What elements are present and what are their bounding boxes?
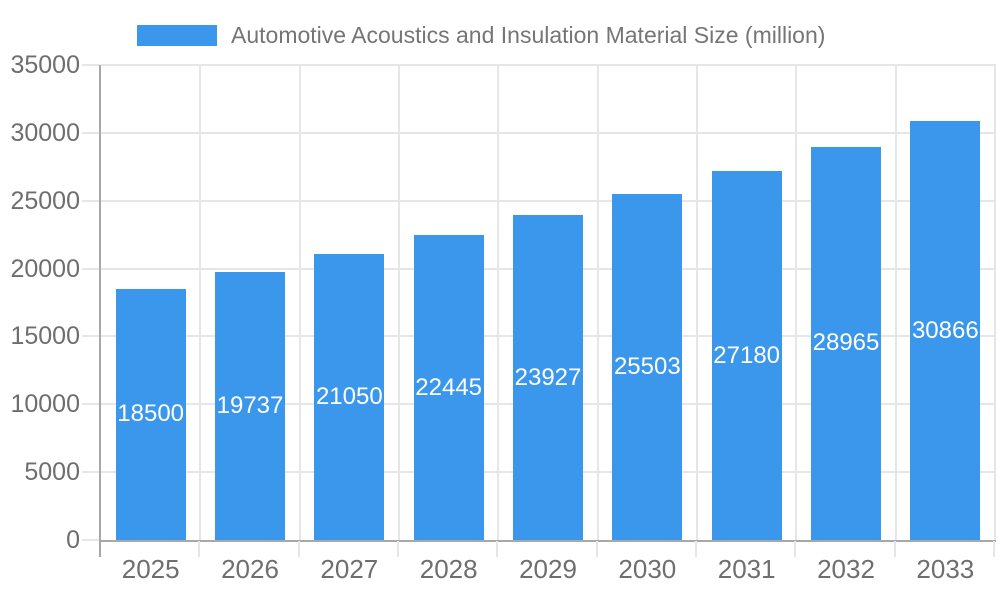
- y-tick-label: 25000: [10, 186, 80, 215]
- bar-2028: 22445: [413, 235, 484, 540]
- legend-swatch: [137, 25, 217, 46]
- gridline-x: [994, 65, 996, 540]
- bar-2033: 30866: [910, 121, 981, 540]
- gridline-y: [101, 199, 996, 202]
- x-tick-mark: [99, 541, 101, 557]
- x-tick-label: 2029: [519, 554, 577, 584]
- bar-2027: 21050: [314, 254, 385, 540]
- y-tick-mark: [82, 131, 100, 134]
- chart-title: Automotive Acoustics and Insulation Mate…: [231, 22, 826, 48]
- chart-legend[interactable]: Automotive Acoustics and Insulation Mate…: [137, 22, 825, 49]
- x-tick-mark: [496, 541, 499, 557]
- x-tick-label: 2025: [121, 554, 180, 584]
- bar-value-label: 28965: [812, 329, 880, 357]
- gridline-x: [894, 65, 897, 540]
- y-tick-mark: [82, 199, 100, 202]
- x-tick-mark: [297, 541, 300, 557]
- x-tick-label: 2033: [916, 554, 975, 584]
- y-tick-mark: [82, 403, 100, 406]
- y-tick-label: 20000: [10, 254, 80, 283]
- bar-2025: 18500: [115, 288, 186, 540]
- x-tick-mark: [993, 541, 995, 557]
- plot-area: 18500 19737 21050 22445 23927 25503 27180 28965…: [99, 64, 996, 542]
- y-tick-mark: [82, 64, 100, 66]
- bar-value-label: 23927: [514, 363, 582, 391]
- y-tick-mark: [82, 335, 100, 338]
- y-tick-label: 35000: [10, 51, 80, 79]
- gridline-x: [696, 65, 698, 540]
- bar-value-label: 30866: [911, 316, 979, 344]
- y-tick-mark: [82, 471, 100, 474]
- bar-value-label: 22445: [415, 373, 483, 401]
- y-tick-mark: [82, 539, 100, 541]
- x-tick-label: 2026: [221, 554, 279, 584]
- bar-2030: 25503: [612, 193, 683, 540]
- bar-2031: 27180: [711, 171, 782, 540]
- y-tick-label: 30000: [10, 118, 80, 147]
- gridline-x: [497, 65, 500, 540]
- bar-value-label: 27180: [713, 341, 781, 369]
- x-tick-label: 2030: [618, 554, 677, 584]
- bar-value-label: 18500: [117, 400, 185, 428]
- bar-value-label: 19737: [216, 392, 284, 420]
- x-tick-mark: [794, 541, 797, 557]
- x-tick-label: 2031: [717, 554, 776, 584]
- x-tick-label: 2027: [320, 554, 379, 584]
- y-tick-label: 15000: [10, 322, 80, 351]
- y-tick-label: 0: [66, 526, 80, 554]
- y-tick-label: 5000: [24, 458, 80, 487]
- bar-2026: 19737: [215, 272, 285, 540]
- bar-2029: 23927: [513, 215, 583, 540]
- gridline-x: [398, 65, 400, 540]
- x-tick-mark: [397, 541, 399, 557]
- x-tick-mark: [198, 541, 201, 557]
- x-tick-label: 2032: [817, 554, 875, 584]
- bar-value-label: 21050: [315, 383, 383, 411]
- bar-value-label: 25503: [613, 352, 681, 380]
- bar-2032: 28965: [811, 146, 881, 540]
- y-tick-mark: [82, 267, 100, 270]
- x-tick-mark: [595, 541, 598, 557]
- y-tick-label: 10000: [10, 390, 80, 419]
- x-tick-label: 2028: [419, 554, 478, 584]
- gridline-y: [101, 64, 996, 66]
- x-tick-mark: [893, 541, 896, 557]
- gridline-x: [298, 65, 301, 540]
- gridline-y: [101, 131, 996, 134]
- gridline-x: [596, 65, 599, 540]
- gridline-x: [199, 65, 202, 540]
- x-tick-mark: [695, 541, 697, 557]
- gridline-x: [795, 65, 798, 540]
